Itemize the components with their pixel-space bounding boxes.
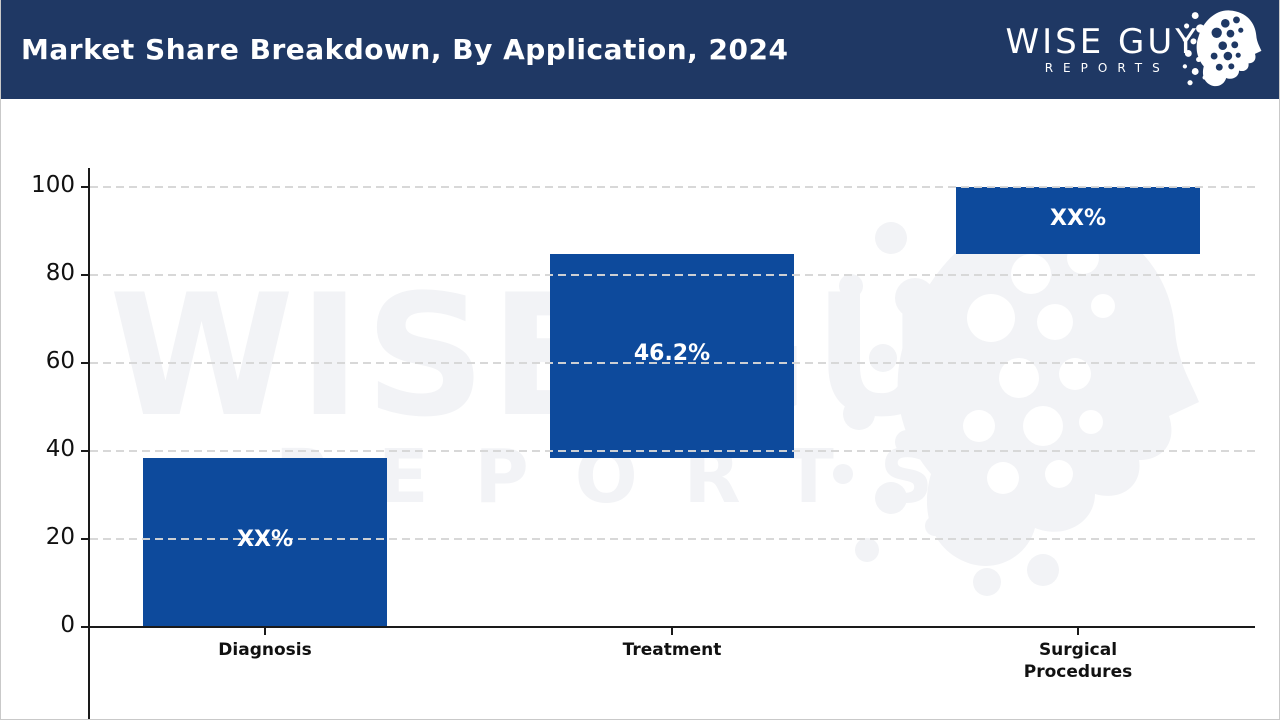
y-tick-label: 0	[60, 612, 75, 638]
bar-value-label: XX%	[1050, 205, 1106, 231]
head-profile-dots-icon	[1182, 10, 1262, 87]
logo-wordmark: WISE GUY	[1005, 21, 1199, 62]
y-axis-tick	[81, 274, 89, 276]
x-axis-tick	[1077, 628, 1079, 635]
header-bar: Market Share Breakdown, By Application, …	[1, 0, 1279, 99]
y-axis-tick	[81, 626, 89, 628]
waterfall-bar	[143, 457, 387, 627]
x-category-label: Surgical Procedures	[1023, 640, 1133, 683]
y-axis-tick	[81, 362, 89, 364]
gridline	[90, 450, 1255, 452]
bar-value-label: XX%	[237, 527, 293, 553]
x-category-label: Treatment	[622, 640, 722, 660]
logo-reports-text: REPORTS	[1044, 61, 1170, 76]
logo-text: WISE GUY REPORTS	[1005, 21, 1199, 76]
y-tick-label: 80	[45, 260, 75, 286]
x-axis-tick	[264, 628, 266, 635]
y-tick-label: 60	[45, 348, 75, 374]
y-axis-tick	[81, 186, 89, 188]
y-tick-label: 20	[45, 524, 75, 550]
gridline	[90, 274, 1255, 276]
gridline	[90, 362, 1255, 364]
bar-value-label: 46.2%	[633, 340, 711, 366]
x-axis-tick	[671, 628, 673, 635]
y-axis-tick	[81, 450, 89, 452]
gridline	[90, 186, 1255, 188]
x-axis-line	[81, 626, 1255, 628]
x-category-label: Diagnosis	[218, 640, 312, 660]
chart-plot-area: 0 20 40 60 80 100 XX% Diagnosis 46.2% Treatment XX…	[1, 99, 1279, 719]
y-tick-label: 40	[45, 436, 75, 462]
chart-title: Market Share Breakdown, By Application, …	[21, 33, 789, 66]
wise-guy-reports-logo: WISE GUY REPORTS	[1005, 7, 1267, 93]
y-axis-line	[88, 168, 90, 719]
waterfall-bar	[956, 187, 1200, 255]
y-axis-tick	[81, 538, 89, 540]
gridline	[90, 538, 1255, 540]
waterfall-bar	[550, 254, 794, 458]
y-tick-label: 100	[31, 172, 75, 198]
watermark-head-profile-icon	[833, 213, 1199, 596]
